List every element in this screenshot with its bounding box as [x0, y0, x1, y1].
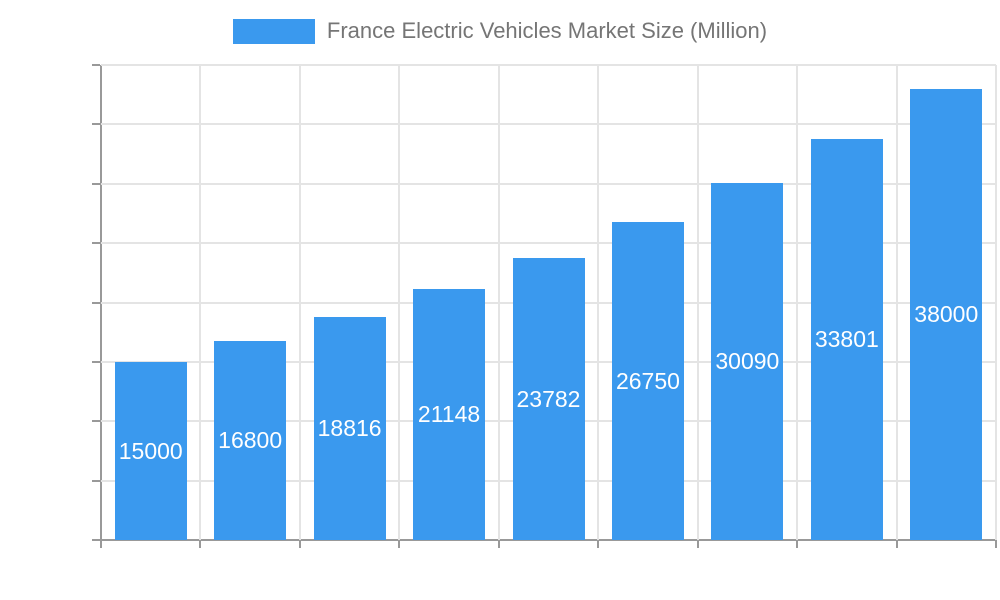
gridline-vertical: [995, 65, 997, 540]
gridline-horizontal: [101, 242, 996, 245]
gridline-horizontal: [101, 123, 996, 126]
plot-area: 15000 16800 18816 21148 23782 26750 30090 33801…: [92, 64, 997, 548]
bar[interactable]: 26750: [611, 222, 684, 540]
bar-value-label: 30090: [715, 348, 780, 375]
bar[interactable]: 23782: [512, 257, 585, 540]
x-axis-tick-mark: [199, 540, 202, 548]
gridline-vertical: [696, 65, 699, 540]
gridline-vertical: [796, 65, 799, 540]
x-axis-tick-mark: [895, 540, 898, 548]
y-axis-tick-mark: [92, 123, 100, 126]
y-axis-line: [100, 65, 102, 548]
bar-value-label: 26750: [615, 368, 680, 395]
y-axis-tick-mark: [92, 64, 100, 66]
x-axis-tick-mark: [100, 540, 102, 548]
bar[interactable]: 21148: [413, 288, 486, 540]
bar[interactable]: 18816: [313, 316, 386, 540]
bar[interactable]: 38000: [910, 88, 983, 540]
bar-value-label: 38000: [914, 301, 979, 328]
y-axis-tick-mark: [92, 360, 100, 363]
y-axis-tick-mark: [92, 420, 100, 423]
bar-value-label: 21148: [417, 401, 481, 428]
bar-value-label: 23782: [516, 385, 581, 412]
y-axis-tick-mark: [92, 301, 100, 304]
y-axis-tick-mark: [92, 479, 100, 482]
bar[interactable]: 15000: [114, 361, 187, 540]
gridline-vertical: [398, 65, 401, 540]
gridline-vertical: [199, 65, 202, 540]
chart-legend[interactable]: France Electric Vehicles Market Size (Mi…: [0, 14, 1000, 48]
bar[interactable]: 30090: [711, 182, 784, 540]
legend-label: France Electric Vehicles Market Size (Mi…: [326, 18, 768, 43]
x-axis-tick-mark: [497, 540, 500, 548]
y-axis-tick-mark: [92, 539, 100, 541]
bar-value-label: 18816: [317, 415, 382, 442]
bar[interactable]: 33801: [810, 138, 883, 540]
x-axis-tick-mark: [597, 540, 600, 548]
x-axis-tick-mark: [298, 540, 301, 548]
x-axis-tick-mark: [398, 540, 401, 548]
x-axis-tick-mark: [796, 540, 799, 548]
bar-value-label: 15000: [118, 437, 183, 464]
gridline-horizontal: [101, 182, 996, 185]
gridline-vertical: [497, 65, 500, 540]
gridline-vertical: [597, 65, 600, 540]
legend-swatch-icon: [232, 18, 315, 44]
gridline-vertical: [895, 65, 898, 540]
bar-value-label: 33801: [814, 326, 879, 353]
gridline-horizontal: [101, 64, 996, 66]
gridline-vertical: [298, 65, 301, 540]
x-axis-line: [101, 539, 996, 541]
x-axis-tick-mark: [696, 540, 699, 548]
bar-value-label: 16800: [218, 427, 283, 454]
bar[interactable]: 16800: [214, 340, 287, 540]
y-axis-tick-mark: [92, 242, 100, 245]
x-axis-tick-mark: [995, 540, 997, 548]
y-axis-tick-mark: [92, 182, 100, 185]
